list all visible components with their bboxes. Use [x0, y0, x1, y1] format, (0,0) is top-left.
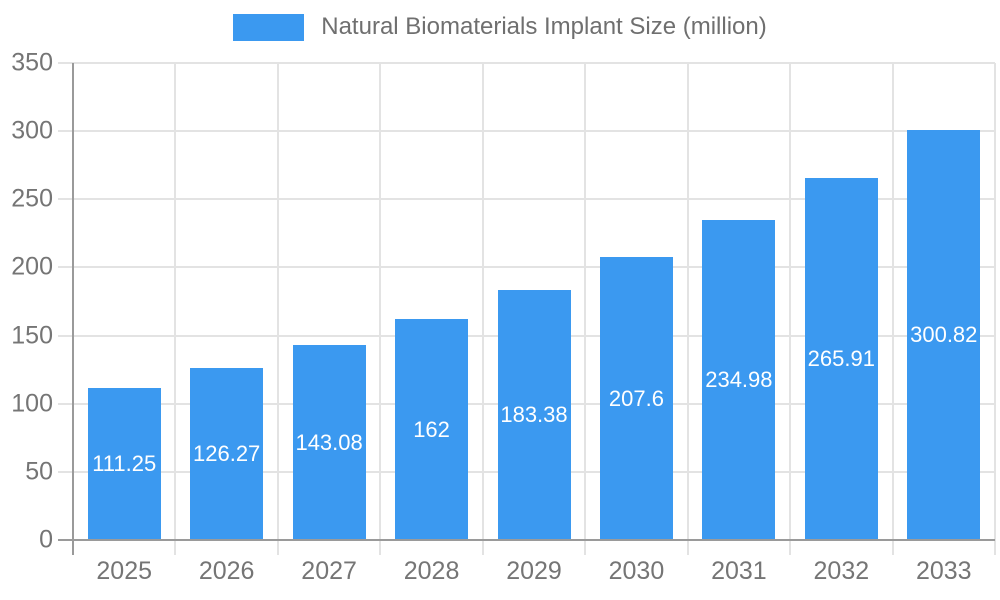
bar[interactable]: 111.25	[87, 388, 161, 540]
y-axis-tick-label: 100	[11, 389, 53, 418]
vertical-gridline	[276, 63, 279, 555]
y-axis-tick-label: 300	[11, 116, 53, 145]
bar-value-label: 234.98	[705, 366, 773, 392]
y-axis-tick-label: 350	[11, 48, 53, 77]
horizontal-gridline	[58, 198, 995, 201]
x-axis-tick-label: 2030	[608, 557, 665, 585]
bar-value-label: 162	[413, 416, 450, 442]
y-axis-tick-label: 50	[25, 457, 53, 486]
bar[interactable]: 126.27	[190, 367, 264, 540]
bar-value-label: 126.27	[193, 440, 261, 466]
vertical-gridline	[994, 63, 996, 555]
x-axis-line	[58, 539, 995, 541]
vertical-gridline	[584, 63, 587, 555]
x-axis-tick-label: 2028	[403, 557, 460, 585]
bar-value-label: 265.91	[807, 345, 875, 371]
bar[interactable]: 265.91	[804, 177, 878, 540]
bar-value-label: 300.82	[910, 322, 978, 348]
vertical-gridline	[174, 63, 177, 555]
legend-swatch	[233, 13, 305, 41]
horizontal-gridline	[58, 62, 995, 64]
bar[interactable]: 162	[395, 319, 469, 540]
x-axis-tick-label: 2033	[915, 557, 972, 585]
x-axis-tick-label: 2025	[96, 557, 153, 585]
y-axis-tick-label: 0	[39, 525, 53, 554]
y-axis-line	[72, 63, 74, 555]
plot-area: 0 50 100 150 200 250 300 350 111.25 2025 126.27 202…	[11, 49, 996, 585]
x-axis-tick-label: 2032	[813, 557, 870, 585]
horizontal-gridline	[58, 266, 995, 269]
bar[interactable]: 234.98	[702, 219, 776, 540]
bar-value-label: 143.08	[295, 429, 363, 455]
vertical-gridline	[686, 63, 689, 555]
vertical-gridline	[379, 63, 382, 555]
bar[interactable]: 207.6	[599, 257, 673, 540]
horizontal-gridline	[58, 130, 995, 133]
vertical-gridline	[891, 63, 894, 555]
bar[interactable]: 143.08	[292, 345, 366, 540]
bar[interactable]: 183.38	[497, 290, 571, 540]
bar-value-label: 111.25	[92, 451, 157, 477]
y-axis-tick-label: 250	[11, 184, 53, 213]
x-axis-tick-label: 2027	[301, 557, 357, 585]
bar-value-label: 183.38	[500, 402, 568, 428]
x-axis-tick-label: 2031	[711, 557, 767, 585]
y-axis-tick-label: 200	[11, 252, 53, 281]
vertical-gridline	[481, 63, 484, 555]
legend: Natural Biomaterials Implant Size (milli…	[0, 13, 1000, 41]
x-axis-tick-label: 2026	[198, 557, 255, 585]
legend-label: Natural Biomaterials Implant Size (milli…	[321, 13, 767, 40]
bar-value-label: 207.6	[608, 385, 664, 411]
x-axis-tick-label: 2029	[506, 557, 562, 585]
y-axis-tick-label: 150	[11, 321, 53, 350]
vertical-gridline	[789, 63, 792, 555]
bar[interactable]: 300.82	[907, 130, 981, 540]
